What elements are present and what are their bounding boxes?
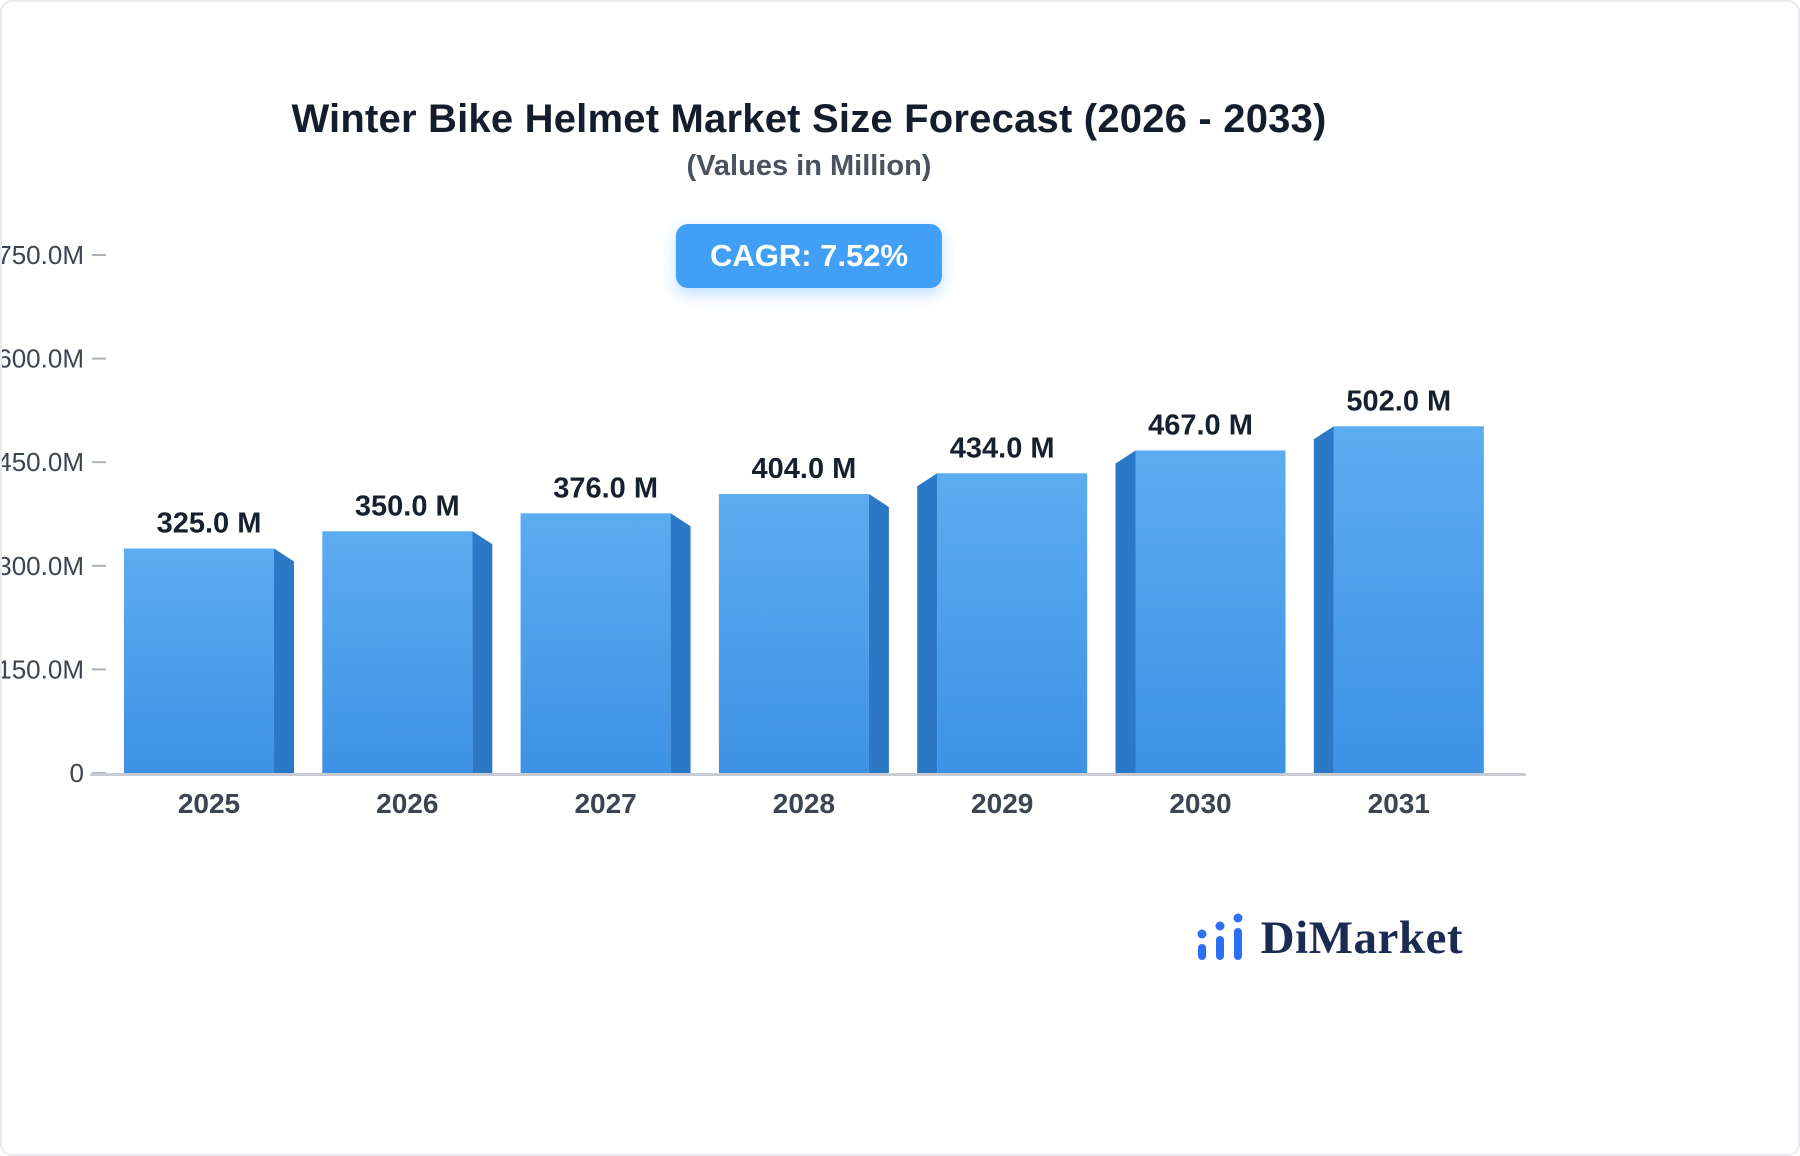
x-axis-tick-label: 2025: [178, 788, 240, 819]
bar-side-face: [868, 493, 889, 773]
y-axis-tick-label: 600.0M: [2, 344, 84, 374]
bar: [1135, 450, 1286, 773]
bar-value-label: 434.0 M: [950, 432, 1055, 464]
bar: [937, 473, 1088, 773]
dimarket-logo-text: DiMarket: [1260, 912, 1463, 964]
y-axis-tick-label: 450.0M: [2, 447, 84, 477]
bar-value-label: 404.0 M: [752, 453, 857, 485]
bar-side-face: [917, 473, 938, 773]
bar-chart-icon: [1197, 913, 1243, 960]
chart-title: Winter Bike Helmet Market Size Forecast …: [291, 97, 1327, 141]
y-axis-tick-label: 150.0M: [2, 654, 84, 684]
bar: [1333, 426, 1484, 773]
x-axis-tick-label: 2028: [773, 788, 835, 819]
y-axis-tick-label: 0: [70, 758, 84, 788]
y-axis-tick-label: 750.0M: [2, 240, 84, 270]
bar-value-label: 502.0 M: [1346, 385, 1451, 417]
brand-logo: DiMarket: [1193, 908, 1463, 962]
bar: [718, 493, 869, 773]
bar-value-label: 350.0 M: [355, 490, 460, 522]
cagr-badge: CAGR: 7.52%: [675, 224, 943, 288]
x-axis-tick-label: 2029: [971, 788, 1033, 819]
bar-side-face: [274, 548, 294, 773]
y-axis-tick-label: 300.0M: [2, 551, 84, 581]
x-axis-tick-label: 2031: [1368, 788, 1430, 819]
x-axis-tick-label: 2026: [376, 788, 438, 819]
x-axis-tick-label: 2030: [1169, 788, 1231, 819]
bar: [322, 531, 473, 773]
chart-subtitle: (Values in Million): [686, 150, 932, 182]
bar-side-face: [472, 531, 493, 773]
bar-value-label: 376.0 M: [553, 472, 658, 504]
bar-side-face: [670, 513, 691, 773]
bar-side-face: [1313, 426, 1334, 773]
x-axis-tick-label: 2027: [574, 788, 636, 819]
bar-side-face: [1115, 450, 1136, 773]
bar: [520, 513, 671, 773]
bar: [124, 548, 274, 773]
bar-value-label: 467.0 M: [1148, 409, 1253, 441]
bar-value-label: 325.0 M: [157, 508, 262, 540]
